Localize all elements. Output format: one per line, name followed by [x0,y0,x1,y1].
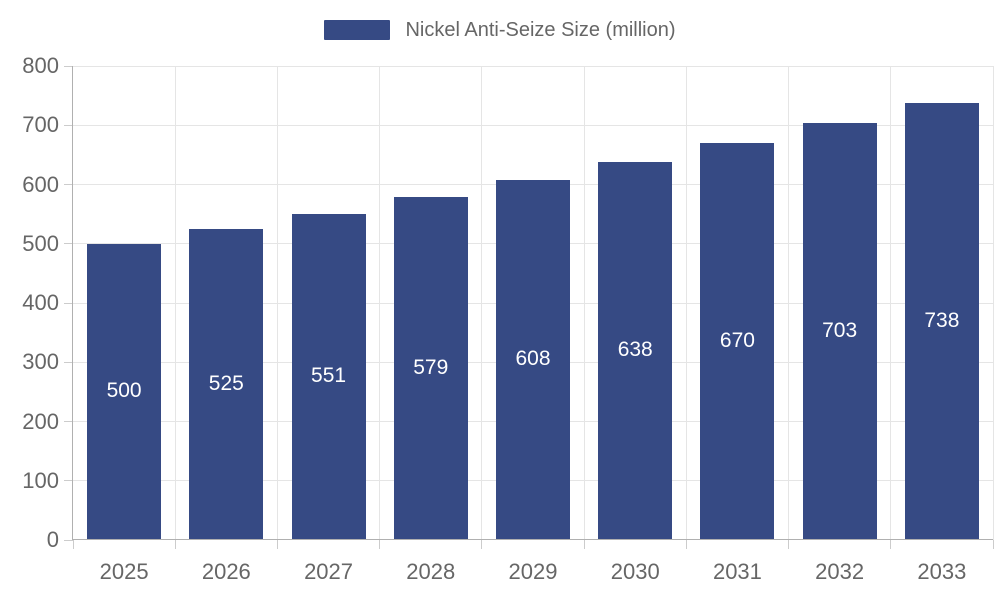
y-tick [64,184,73,185]
gridline-h [73,65,993,67]
bar-2028[interactable]: 579 [393,196,468,539]
x-tick [481,540,483,549]
x-tick-label: 2027 [304,559,354,584]
legend-swatch [324,20,391,40]
bar-2026[interactable]: 525 [189,228,264,539]
legend-label: Nickel Anti-Seize Size (million) [405,18,676,41]
gridline-v [685,66,687,540]
x-tick [992,540,994,549]
gridline-v [174,66,176,540]
x-tick [788,540,790,549]
gridline-v [890,66,892,540]
y-tick [64,65,73,67]
bar-value-label: 703 [822,319,858,343]
x-axis-line [72,539,993,540]
gridline-v [276,66,278,540]
gridline-v [992,66,994,540]
gridline-v [788,66,790,540]
bar-value-label: 525 [208,371,244,395]
x-tick-label: 2031 [712,559,762,584]
y-tick-label: 200 [22,408,59,434]
gridline-h [73,124,993,126]
bar-value-label: 579 [413,355,449,379]
x-tick [890,540,892,549]
y-tick-label: 500 [22,230,59,256]
y-tick [64,539,73,541]
bar-value-label: 608 [515,347,551,371]
y-tick [64,421,73,422]
x-tick [379,540,381,549]
bar-value-label: 638 [617,338,653,362]
x-tick [685,540,687,549]
x-tick [72,540,74,549]
bar-2030[interactable]: 638 [598,161,673,539]
y-tick-label: 100 [22,467,59,493]
gridline-v [379,66,381,540]
gridline-v [481,66,483,540]
y-tick [64,302,73,304]
bar-value-label: 738 [924,308,960,332]
x-tick [174,540,176,549]
y-tick [64,480,73,482]
y-tick [64,361,73,363]
bar-value-label: 670 [719,329,755,352]
legend-item[interactable]: Nickel Anti-Seize Size (million) [0,17,1000,43]
bar-2032[interactable]: 703 [802,123,877,539]
y-tick [64,124,73,126]
bar-2031[interactable]: 670 [700,143,775,539]
x-tick-label: 2032 [815,559,865,584]
bar-value-label: 500 [106,379,142,403]
y-tick [64,243,73,245]
gridline-v [583,66,585,540]
x-tick-label: 2033 [917,559,967,584]
x-tick-label: 2030 [610,559,660,584]
y-tick-label: 400 [22,290,59,315]
y-tick-label: 700 [22,112,59,138]
y-tick-label: 0 [46,527,59,552]
x-tick [583,540,585,549]
y-tick-label: 300 [22,349,59,375]
x-tick-label: 2028 [406,559,456,584]
x-tick-label: 2026 [201,559,251,584]
bar-2027[interactable]: 551 [291,213,366,539]
y-tick-label: 600 [22,171,59,197]
x-tick [276,540,278,549]
y-tick-label: 800 [22,53,59,78]
x-tick-label: 2025 [99,559,149,584]
bar-2025[interactable]: 500 [87,243,162,539]
y-axis-line [72,66,73,540]
bar-value-label: 551 [311,364,347,388]
bar-2029[interactable]: 608 [496,179,570,539]
x-tick-label: 2029 [508,559,558,584]
bar-2033[interactable]: 738 [904,102,979,539]
